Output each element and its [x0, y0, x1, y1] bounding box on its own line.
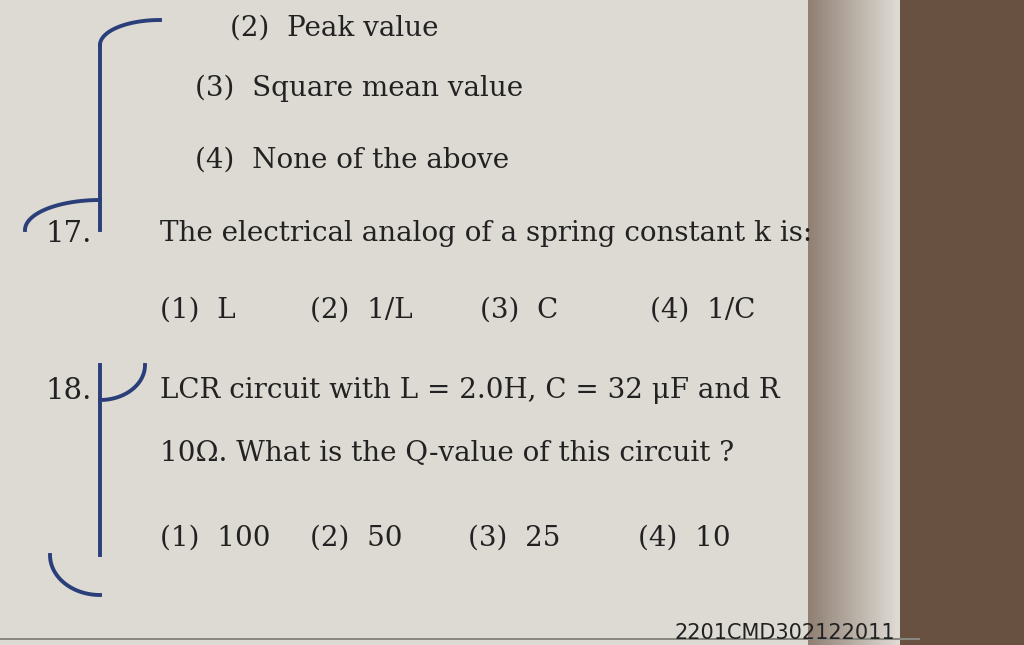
Bar: [856, 0, 859, 645]
Text: (1)  100: (1) 100: [160, 525, 270, 552]
Bar: [844, 0, 847, 645]
Text: (2)  50: (2) 50: [310, 525, 402, 552]
Text: 17.: 17.: [45, 220, 91, 248]
Bar: [835, 0, 838, 645]
Bar: [847, 0, 850, 645]
Text: 10Ω. What is the Q-value of this circuit ?: 10Ω. What is the Q-value of this circuit…: [160, 440, 734, 467]
Text: (3)  25: (3) 25: [468, 525, 560, 552]
Bar: [900, 0, 1024, 645]
Text: (4)  10: (4) 10: [638, 525, 731, 552]
Bar: [838, 0, 841, 645]
Bar: [892, 0, 895, 645]
Bar: [877, 0, 880, 645]
Bar: [811, 0, 814, 645]
Text: (1)  L: (1) L: [160, 297, 236, 324]
Bar: [808, 0, 811, 645]
Text: LCR circuit with L = 2.0H, C = 32 μF and R: LCR circuit with L = 2.0H, C = 32 μF and…: [160, 377, 779, 404]
Text: (2)  Peak value: (2) Peak value: [230, 15, 438, 42]
Bar: [0, 0, 900, 645]
Bar: [0, 638, 920, 640]
Text: (4)  None of the above: (4) None of the above: [195, 147, 509, 174]
Bar: [826, 0, 829, 645]
Bar: [853, 0, 856, 645]
Text: (3)  Square mean value: (3) Square mean value: [195, 75, 523, 103]
Bar: [889, 0, 892, 645]
Bar: [883, 0, 886, 645]
Bar: [868, 0, 871, 645]
Text: (3)  C: (3) C: [480, 297, 558, 324]
Text: 2201CMD302122011: 2201CMD302122011: [675, 623, 895, 643]
Bar: [874, 0, 877, 645]
Bar: [841, 0, 844, 645]
Bar: [871, 0, 874, 645]
Text: (4)  1/C: (4) 1/C: [650, 297, 756, 324]
Bar: [817, 0, 820, 645]
Bar: [850, 0, 853, 645]
Bar: [814, 0, 817, 645]
Bar: [820, 0, 823, 645]
Bar: [865, 0, 868, 645]
Bar: [862, 0, 865, 645]
Bar: [823, 0, 826, 645]
Bar: [880, 0, 883, 645]
Text: The electrical analog of a spring constant k is:: The electrical analog of a spring consta…: [160, 220, 812, 247]
Bar: [886, 0, 889, 645]
Text: 18.: 18.: [45, 377, 91, 405]
Text: (2)  1/L: (2) 1/L: [310, 297, 413, 324]
Bar: [831, 0, 835, 645]
Bar: [895, 0, 898, 645]
Bar: [829, 0, 831, 645]
Bar: [859, 0, 862, 645]
